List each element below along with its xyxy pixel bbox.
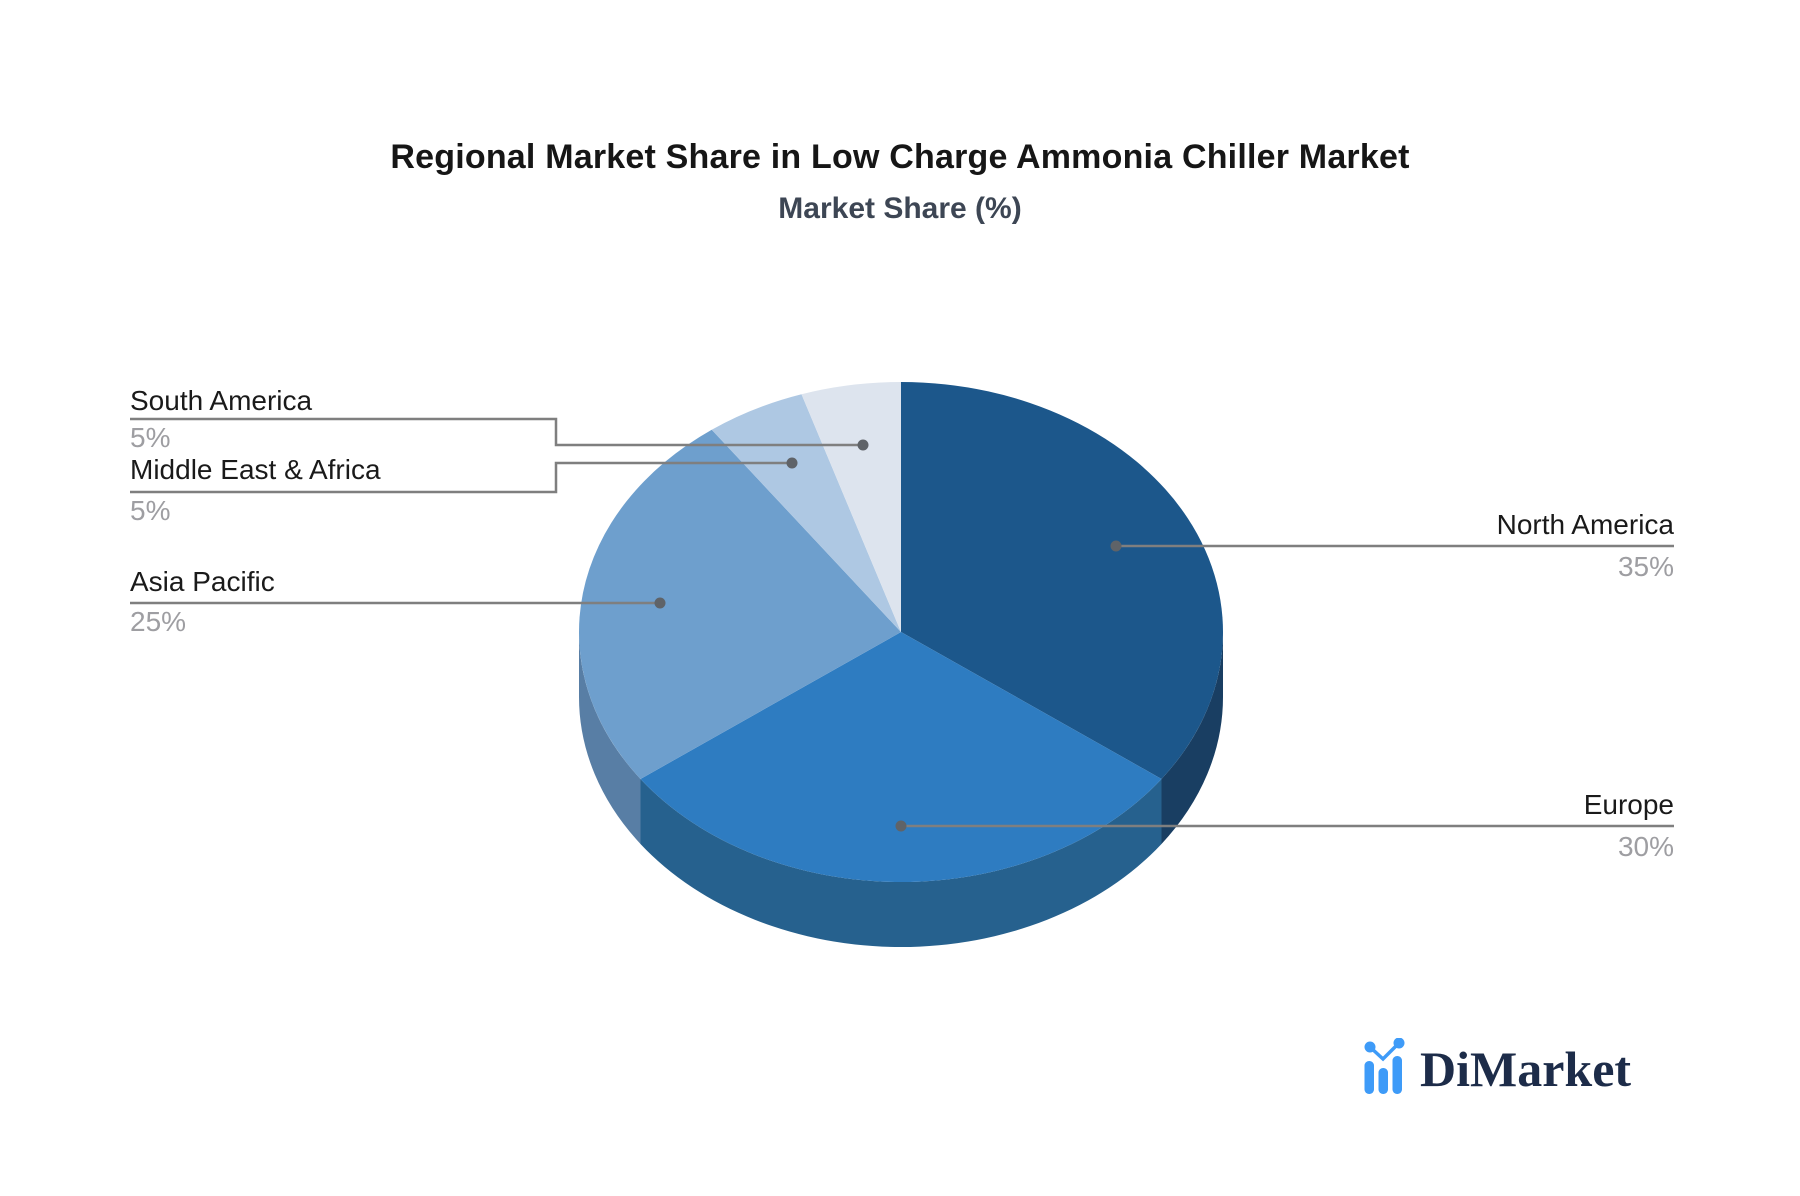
label-middle-east-africa: Middle East & Africa — [130, 454, 381, 485]
value-south-america: 5% — [130, 422, 171, 453]
chart-title: Regional Market Share in Low Charge Ammo… — [390, 138, 1410, 176]
logo: DiMarket — [1363, 1038, 1631, 1094]
value-asia-pacific: 25% — [130, 606, 187, 637]
dot-north-america — [1110, 540, 1122, 552]
pie-slice-asia-pacific[interactable] — [579, 429, 901, 779]
logo-text: DiMarket — [1420, 1041, 1632, 1097]
leader-lines — [130, 417, 1674, 828]
pie-slice-north-america[interactable] — [901, 382, 1224, 779]
label-south-america: South America — [130, 385, 313, 416]
dot-middle-east-africa — [786, 457, 798, 469]
label-europe: Europe — [1583, 789, 1674, 820]
dot-asia-pacific — [654, 597, 666, 609]
leader-south-america — [130, 417, 858, 447]
chart-subtitle: Market Share (%) — [778, 192, 1022, 225]
bar-line-chart-icon — [1364, 1038, 1405, 1094]
pie-side-north-america — [1161, 632, 1223, 844]
label-asia-pacific: Asia Pacific — [130, 566, 275, 597]
leader-dots — [654, 439, 1122, 832]
pie-3d — [579, 382, 1224, 948]
value-europe: 30% — [1617, 831, 1674, 862]
label-north-america: North America — [1496, 509, 1674, 540]
leader-middle-east-africa — [130, 461, 787, 494]
pie-side-asia-pacific — [579, 632, 641, 844]
pie-slice-europe[interactable] — [640, 632, 1162, 883]
dot-europe — [895, 820, 907, 832]
pie-slice-middle-east-africa[interactable] — [711, 394, 901, 632]
pie-side-europe — [640, 778, 1162, 948]
dot-south-america — [857, 439, 869, 451]
value-middle-east-africa: 5% — [130, 495, 171, 526]
value-north-america: 35% — [1617, 551, 1674, 582]
